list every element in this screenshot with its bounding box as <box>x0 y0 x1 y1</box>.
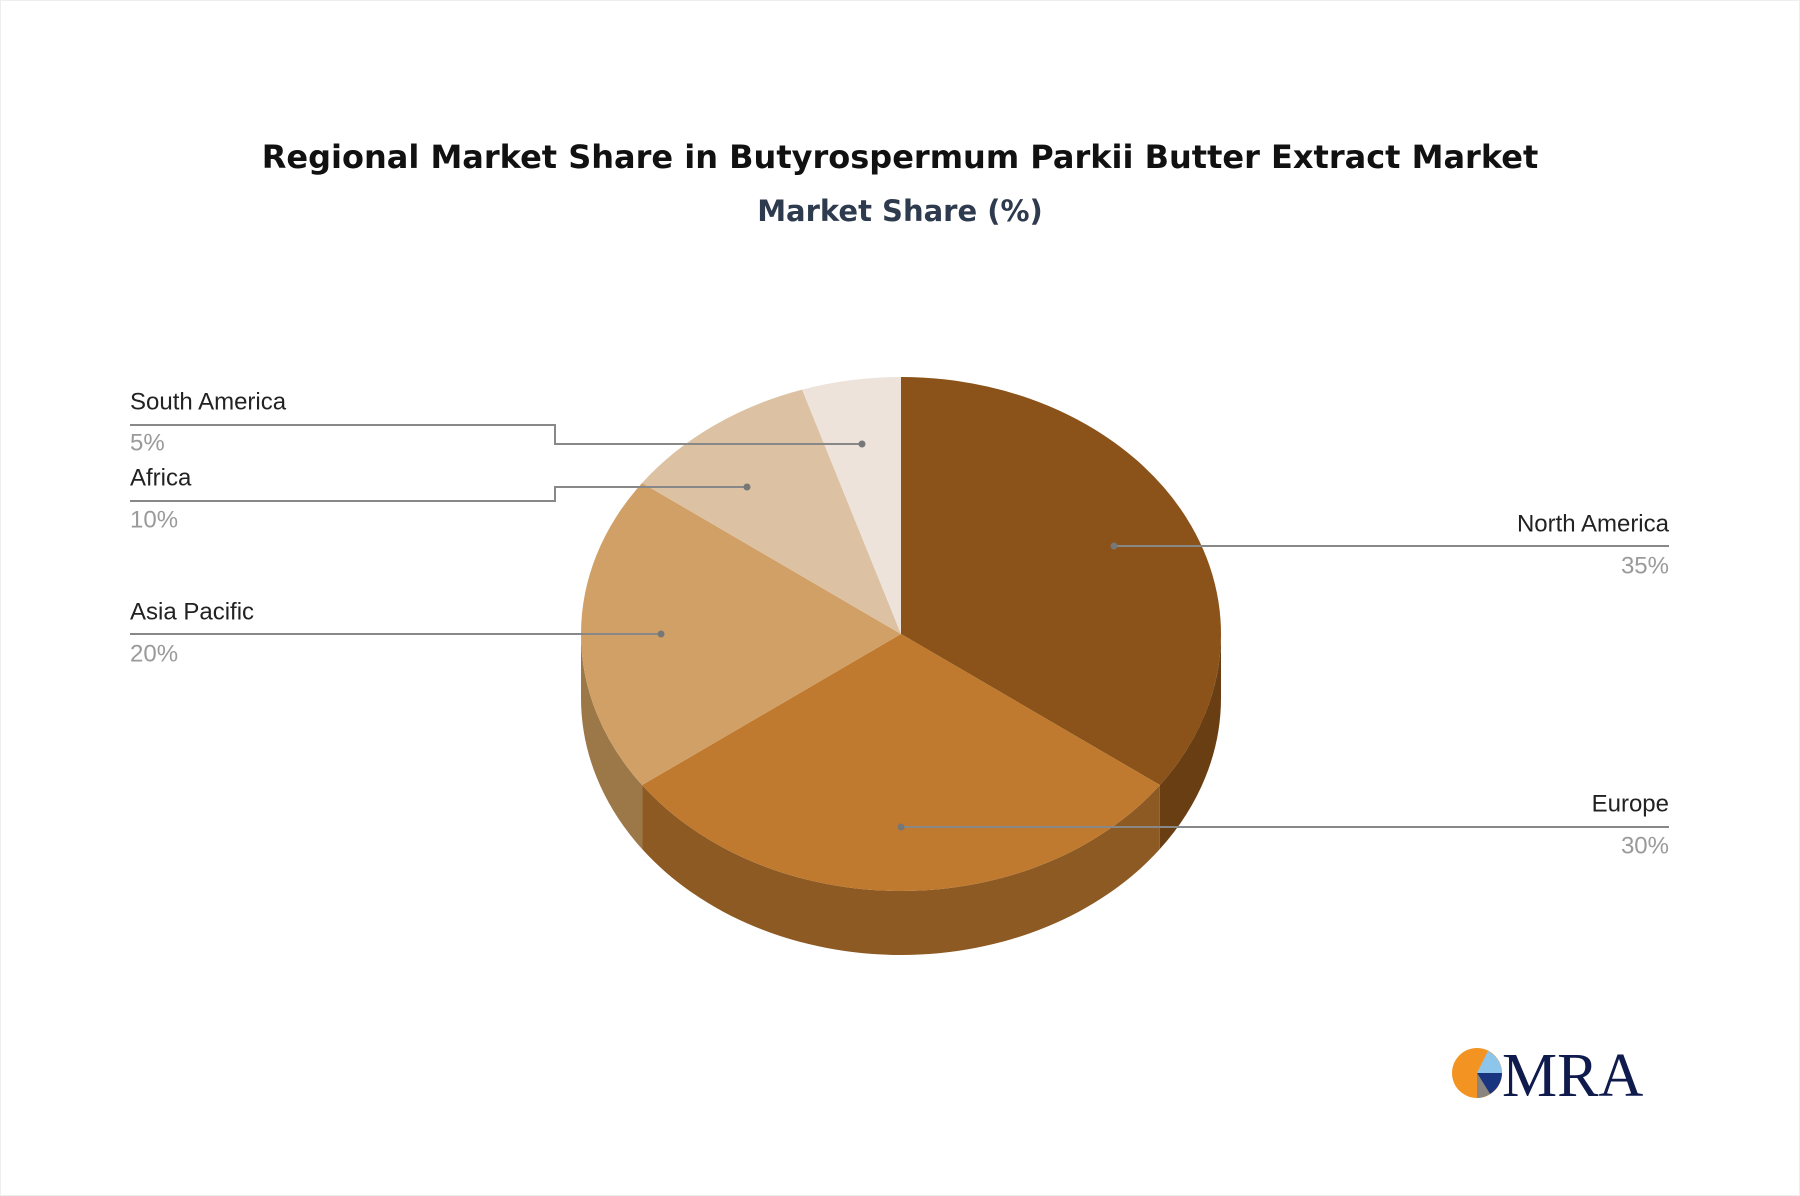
slice-label-north-america: North America <box>1517 510 1670 537</box>
slice-wall-asia-pacific <box>581 634 643 850</box>
leader-dot-north-america <box>1110 542 1118 550</box>
slice-value-north-america: 35% <box>1621 552 1669 579</box>
leader-dot-south-america <box>858 440 866 448</box>
logo-text: MRA <box>1502 1042 1643 1110</box>
slice-value-africa: 10% <box>130 506 178 533</box>
chart-title: Regional Market Share in Butyrospermum P… <box>262 138 1538 176</box>
slice-wall-europe <box>642 785 1160 956</box>
leader-lines <box>130 424 1669 831</box>
leader-dot-africa <box>743 483 751 491</box>
slice-label-europe: Europe <box>1592 790 1669 817</box>
leader-line-south-america <box>130 424 862 445</box>
slice-value-europe: 30% <box>1621 832 1669 859</box>
slice-asia-pacific <box>581 482 901 786</box>
slice-value-asia-pacific: 20% <box>130 640 178 667</box>
chart-subtitle: Market Share (%) <box>757 194 1043 228</box>
slice-south-america <box>802 377 901 634</box>
mra-logo: MRA <box>1452 1042 1643 1110</box>
slice-wall-north-america <box>1159 634 1221 850</box>
slice-label-asia-pacific: Asia Pacific <box>130 598 254 625</box>
pie-slices <box>581 377 1221 891</box>
slice-label-south-america: South America <box>130 388 287 415</box>
leader-line-africa <box>130 486 747 502</box>
slice-north-america <box>901 377 1221 786</box>
slice-label-africa: Africa <box>130 464 192 491</box>
slice-labels: North America 35% Europe 30% Asia Pacific 20%… <box>130 388 1670 859</box>
leader-dot-europe <box>897 823 905 831</box>
slice-africa <box>642 389 901 634</box>
pie-walls <box>581 634 1221 956</box>
slice-value-south-america: 5% <box>130 429 165 456</box>
leader-dot-asia-pacific <box>657 630 665 638</box>
